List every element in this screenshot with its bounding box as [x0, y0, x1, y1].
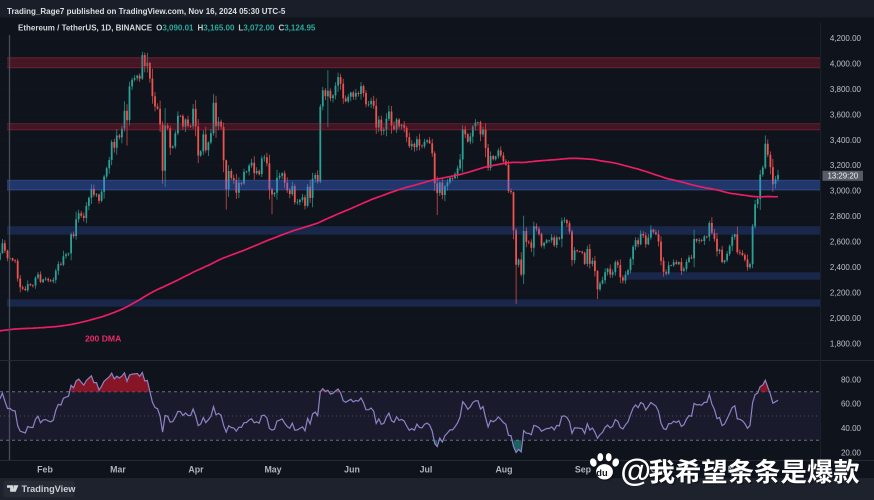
- svg-text:80.00: 80.00: [841, 375, 862, 384]
- svg-text:Trading_Rage7 published on Tra: Trading_Rage7 published on TradingView.c…: [7, 7, 286, 16]
- svg-text:1,800.00: 1,800.00: [830, 340, 862, 349]
- svg-text:4,200.00: 4,200.00: [830, 34, 862, 43]
- svg-text:3,600.00: 3,600.00: [830, 110, 862, 119]
- svg-text:3,800.00: 3,800.00: [830, 85, 862, 94]
- svg-text:Jul: Jul: [420, 464, 433, 474]
- svg-text:40.00: 40.00: [841, 424, 862, 433]
- svg-text:@: @: [620, 452, 651, 488]
- svg-text:4,000.00: 4,000.00: [830, 59, 862, 68]
- svg-text:3,400.00: 3,400.00: [830, 136, 862, 145]
- svg-text:Mar: Mar: [110, 464, 126, 474]
- svg-text:Feb: Feb: [37, 464, 53, 474]
- svg-text:3,000.00: 3,000.00: [830, 187, 862, 196]
- svg-text:TradingView: TradingView: [22, 484, 77, 494]
- svg-text:Jun: Jun: [344, 464, 360, 474]
- svg-text:May: May: [264, 464, 281, 474]
- svg-text:Ethereum / TetherUS, 1D, BINAN: Ethereum / TetherUS, 1D, BINANCE O3,090.0…: [18, 23, 316, 32]
- svg-text:du: du: [596, 468, 608, 478]
- svg-text:2,800.00: 2,800.00: [830, 212, 862, 221]
- svg-text:20.00: 20.00: [841, 448, 862, 457]
- svg-text:Sep: Sep: [575, 464, 592, 474]
- svg-text:Apr: Apr: [188, 464, 204, 474]
- svg-text:2,000.00: 2,000.00: [830, 314, 862, 323]
- svg-text:13:29:20: 13:29:20: [827, 171, 858, 180]
- svg-text:2,400.00: 2,400.00: [830, 263, 862, 272]
- svg-text:60.00: 60.00: [841, 400, 862, 409]
- svg-text:3,200.00: 3,200.00: [830, 161, 862, 170]
- svg-text:200 DMA: 200 DMA: [85, 334, 121, 344]
- svg-text:2,600.00: 2,600.00: [830, 238, 862, 247]
- svg-text:2,200.00: 2,200.00: [830, 289, 862, 298]
- svg-text:Aug: Aug: [495, 464, 512, 474]
